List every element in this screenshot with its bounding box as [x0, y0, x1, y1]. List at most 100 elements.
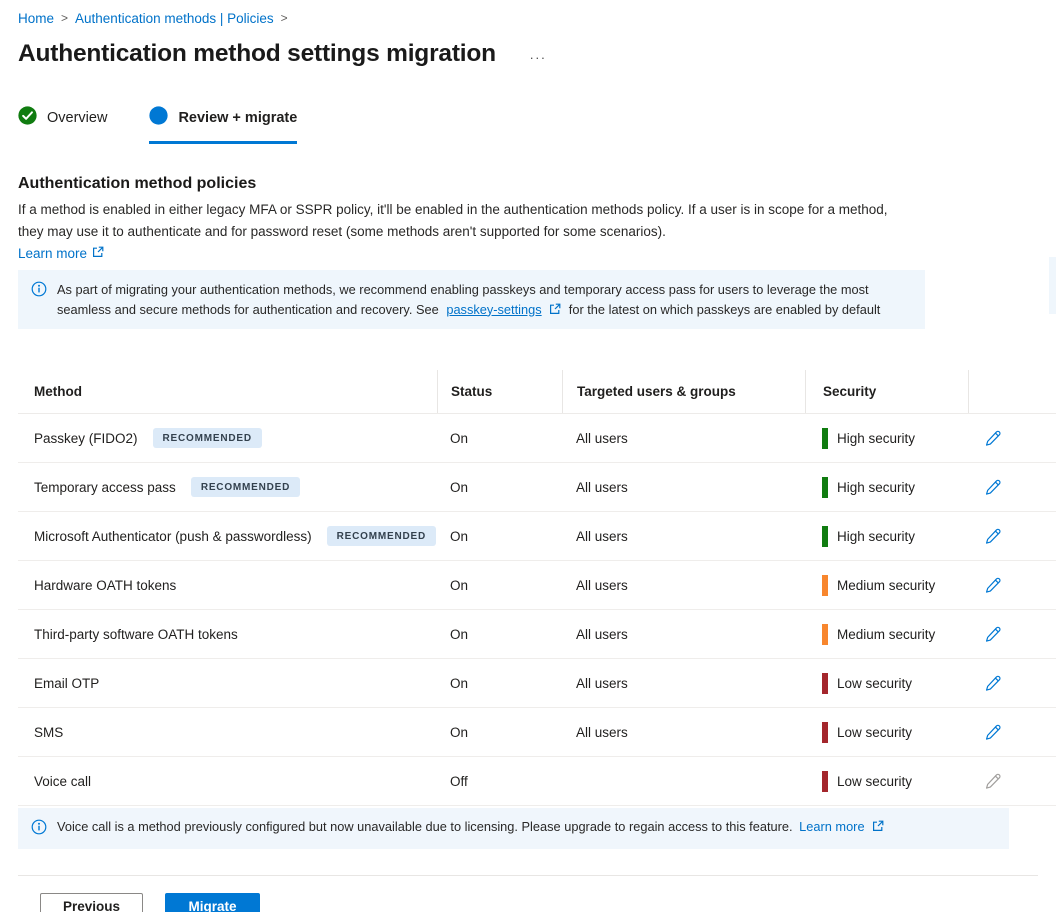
- edit-pencil-icon[interactable]: [985, 626, 1002, 643]
- status-value: On: [450, 626, 469, 642]
- footer-actions: Previous Migrate: [40, 893, 1056, 912]
- check-circle-icon: [18, 106, 37, 130]
- security-cell: Medium security: [805, 610, 968, 658]
- method-name: Hardware OATH tokens: [34, 577, 177, 593]
- tab-review-migrate-label: Review + migrate: [178, 110, 298, 126]
- previous-button[interactable]: Previous: [40, 893, 143, 912]
- security-level-label: Low security: [837, 724, 913, 740]
- voice-call-banner: Voice call is a method previously config…: [18, 808, 1009, 849]
- status-value: On: [450, 479, 469, 495]
- table-row: Microsoft Authenticator (push & password…: [18, 512, 1056, 561]
- targeted-users-value: All users: [576, 479, 628, 495]
- targeted-users-value: All users: [576, 724, 628, 740]
- security-level-label: High security: [837, 430, 916, 446]
- methods-table: Method Status Targeted users & groups Se…: [18, 370, 1056, 806]
- title-row: Authentication method settings migration…: [18, 38, 1056, 70]
- page-title: Authentication method settings migration: [18, 40, 496, 67]
- footer-divider: [18, 875, 1038, 876]
- table-body: Passkey (FIDO2) RECOMMENDED On All users Hig…: [18, 414, 1056, 806]
- recommended-badge: RECOMMENDED: [152, 428, 262, 448]
- status-value: On: [450, 528, 469, 544]
- passkey-settings-link[interactable]: passkey-settings: [446, 301, 542, 317]
- migrate-button[interactable]: Migrate: [165, 893, 260, 912]
- section-heading: Authentication method policies: [18, 175, 257, 192]
- tab-overview[interactable]: Overview: [18, 106, 107, 144]
- edit-pencil-icon: [985, 773, 1002, 790]
- targeted-users-value: All users: [576, 528, 628, 544]
- table-row: SMS On All users Low security: [18, 708, 1056, 757]
- learn-more-link[interactable]: Learn more: [18, 246, 104, 261]
- column-header-status: Status: [437, 370, 562, 413]
- targeted-users-value: All users: [576, 626, 628, 642]
- security-level-label: Low security: [837, 773, 913, 789]
- security-cell: High security: [805, 414, 968, 462]
- security-level-bar: [822, 525, 828, 547]
- column-header-security: Security: [805, 370, 968, 413]
- tab-overview-label: Overview: [47, 110, 108, 126]
- status-value: On: [450, 675, 469, 691]
- chevron-right-icon: >: [280, 11, 288, 25]
- external-link-icon: [92, 246, 104, 261]
- security-level-bar: [822, 721, 828, 743]
- step-dot-icon: [149, 106, 169, 130]
- security-level-label: Low security: [837, 675, 913, 691]
- voice-learn-more-link[interactable]: Learn more: [799, 819, 865, 834]
- security-level-bar: [822, 574, 828, 596]
- voice-banner-text: Voice call is a method previously config…: [57, 817, 888, 837]
- breadcrumb-home-link[interactable]: Home: [18, 10, 55, 26]
- table-row: Email OTP On All users Low security: [18, 659, 1056, 708]
- security-level-label: High security: [837, 479, 916, 495]
- external-link-icon[interactable]: [872, 818, 884, 837]
- column-header-method: Method: [34, 384, 82, 399]
- recommended-badge: RECOMMENDED: [326, 526, 436, 546]
- chevron-right-icon: >: [61, 11, 69, 25]
- security-cell: Low security: [805, 757, 968, 805]
- method-name: Passkey (FIDO2): [34, 430, 138, 446]
- security-cell: Medium security: [805, 561, 968, 609]
- targeted-users-value: All users: [576, 675, 628, 691]
- security-level-bar: [822, 476, 828, 498]
- info-banner-text: As part of migrating your authentication…: [57, 280, 913, 320]
- status-value: Off: [450, 773, 468, 789]
- external-link-icon[interactable]: [549, 301, 561, 321]
- method-name: Microsoft Authenticator (push & password…: [34, 528, 312, 544]
- table-row: Temporary access pass RECOMMENDED On All us…: [18, 463, 1056, 512]
- tab-review-migrate[interactable]: Review + migrate: [149, 106, 298, 144]
- edit-pencil-icon[interactable]: [985, 479, 1002, 496]
- breadcrumb: Home > Authentication methods | Policies…: [18, 8, 1056, 28]
- breadcrumb-auth-methods-link[interactable]: Authentication methods | Policies: [75, 10, 274, 26]
- security-cell: Low security: [805, 659, 968, 707]
- status-value: On: [450, 577, 469, 593]
- learn-more-label: Learn more: [18, 246, 88, 261]
- security-cell: High security: [805, 463, 968, 511]
- security-level-label: Medium security: [837, 626, 936, 642]
- edit-pencil-icon[interactable]: [985, 675, 1002, 692]
- info-icon: [31, 280, 47, 320]
- edit-pencil-icon[interactable]: [985, 528, 1002, 545]
- security-cell: Low security: [805, 708, 968, 756]
- security-level-bar: [822, 623, 828, 645]
- section-description: If a method is enabled in either legacy …: [18, 202, 888, 239]
- method-name: Third-party software OATH tokens: [34, 626, 238, 642]
- security-level-bar: [822, 770, 828, 792]
- targeted-users-value: All users: [576, 577, 628, 593]
- info-banner-text-before: As part of migrating your authentication…: [57, 282, 869, 317]
- edit-pencil-icon[interactable]: [985, 430, 1002, 447]
- table-row: Hardware OATH tokens On All users Medium se…: [18, 561, 1056, 610]
- security-level-label: Medium security: [837, 577, 936, 593]
- edit-pencil-icon[interactable]: [985, 577, 1002, 594]
- method-name: Email OTP: [34, 675, 100, 691]
- wizard-tabs: Overview Review + migrate: [18, 106, 1056, 144]
- info-banner: As part of migrating your authentication…: [18, 270, 925, 329]
- table-row: Passkey (FIDO2) RECOMMENDED On All users Hig…: [18, 414, 1056, 463]
- status-value: On: [450, 430, 469, 446]
- clipped-banner-edge: [1049, 257, 1056, 314]
- security-level-label: High security: [837, 528, 916, 544]
- edit-pencil-icon[interactable]: [985, 724, 1002, 741]
- column-header-actions: [968, 370, 1056, 413]
- table-row: Voice call Off Low security: [18, 757, 1056, 806]
- more-options-icon[interactable]: ...: [529, 46, 547, 62]
- table-header: Method Status Targeted users & groups Se…: [18, 370, 1056, 414]
- column-header-targeted: Targeted users & groups: [562, 370, 805, 413]
